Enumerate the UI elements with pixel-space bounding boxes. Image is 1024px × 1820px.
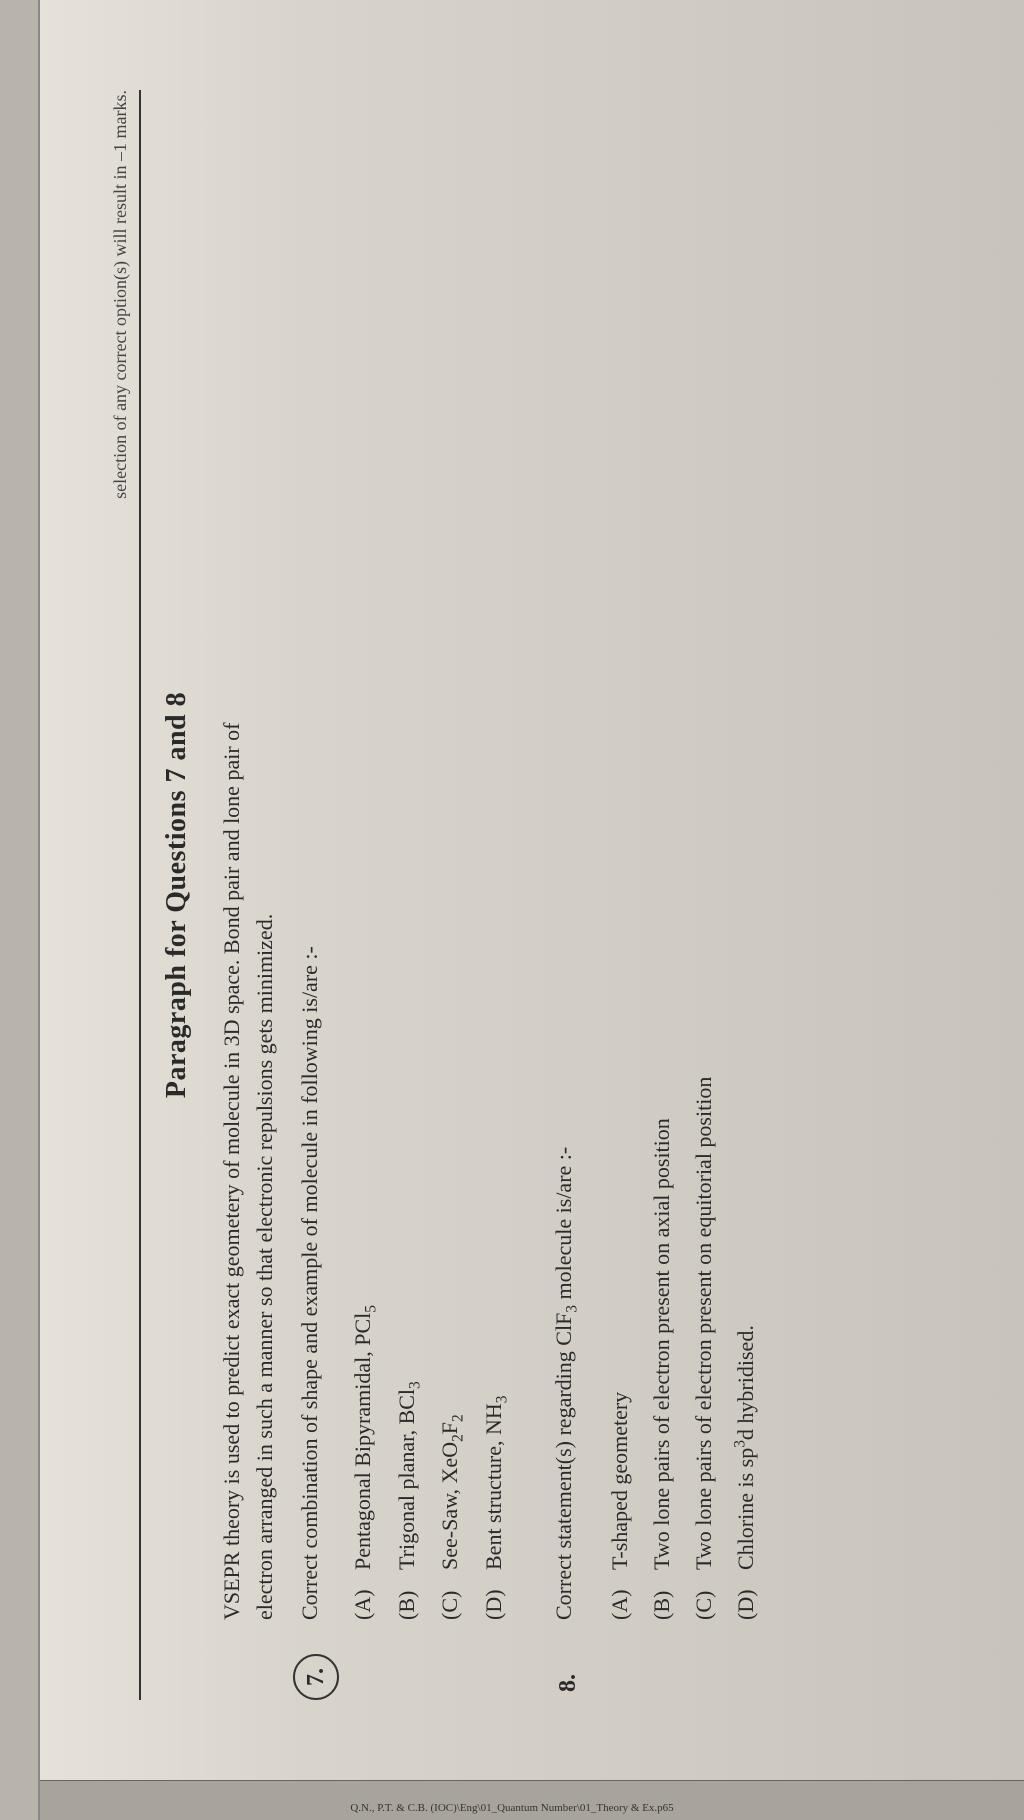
option-7b-letter: (B) [386, 1570, 430, 1620]
spine-text: Q.N., P.T. & C.B. (IOC)\Eng\01_Quantum N… [350, 1802, 673, 1814]
option-7a: (A) Pentagonal Bipyramidal, PCl5 [342, 90, 386, 1620]
option-8d-letter: (D) [725, 1570, 767, 1620]
intro-line2: electron arranged in such a manner so th… [252, 914, 277, 1620]
option-7c-letter: (C) [429, 1570, 473, 1620]
paragraph-title: Paragraph for Questions 7 and 8 [161, 90, 193, 1700]
option-8d-text: Chlorine is sp3d hybridised. [725, 1325, 767, 1570]
option-8a: (A) T-shaped geometery [599, 90, 641, 1620]
header-divider [139, 90, 141, 1700]
book-spine: Q.N., P.T. & C.B. (IOC)\Eng\01_Quantum N… [0, 1780, 1024, 1820]
question-7-text: Correct combination of shape and example… [293, 90, 326, 1620]
question-8-options: (A) T-shaped geometery (B) Two lone pair… [599, 90, 766, 1620]
option-8b-text: Two lone pairs of electron present on ax… [641, 1118, 683, 1570]
option-7d-text: Bent structure, NH3 [473, 1396, 517, 1571]
option-7d: (D) Bent structure, NH3 [473, 90, 517, 1620]
document-page: Q.N., P.T. & C.B. (IOC)\Eng\01_Quantum N… [0, 0, 1024, 1820]
option-7d-letter: (D) [473, 1570, 517, 1620]
option-7a-letter: (A) [342, 1570, 386, 1620]
option-7c-text: See-Saw, XeO2F2 [429, 1414, 473, 1570]
intro-line1: VSEPR theory is used to predict exact ge… [219, 723, 244, 1620]
option-8a-text: T-shaped geometery [599, 1392, 641, 1570]
option-8b-letter: (B) [641, 1570, 683, 1620]
question-8-text: Correct statement(s) regarding ClF3 mole… [547, 90, 584, 1620]
option-7b: (B) Trigonal planar, BCl3 [386, 90, 430, 1620]
option-7a-text: Pentagonal Bipyramidal, PCl5 [342, 1305, 386, 1570]
intro-text: VSEPR theory is used to predict exact ge… [215, 90, 281, 1620]
question-7: 7. Correct combination of shape and exam… [293, 90, 517, 1700]
question-7-number: 7. [293, 1654, 339, 1700]
question-8-number: 8. [547, 1650, 597, 1700]
question-8: 8. Correct statement(s) regarding ClF3 m… [547, 90, 767, 1700]
option-8c: (C) Two lone pairs of electron present o… [683, 90, 725, 1620]
option-8b: (B) Two lone pairs of electron present o… [641, 90, 683, 1620]
option-8c-text: Two lone pairs of electron present on eq… [683, 1077, 725, 1570]
option-7b-text: Trigonal planar, BCl3 [386, 1381, 430, 1570]
option-8d: (D) Chlorine is sp3d hybridised. [725, 90, 767, 1620]
option-7c: (C) See-Saw, XeO2F2 [429, 90, 473, 1620]
option-8a-letter: (A) [599, 1570, 641, 1620]
question-7-options: (A) Pentagonal Bipyramidal, PCl5 (B) Tri… [342, 90, 517, 1620]
option-8c-letter: (C) [683, 1570, 725, 1620]
header-partial-text: selection of any correct option(s) will … [110, 90, 131, 1700]
page-top-edge [0, 0, 40, 1820]
